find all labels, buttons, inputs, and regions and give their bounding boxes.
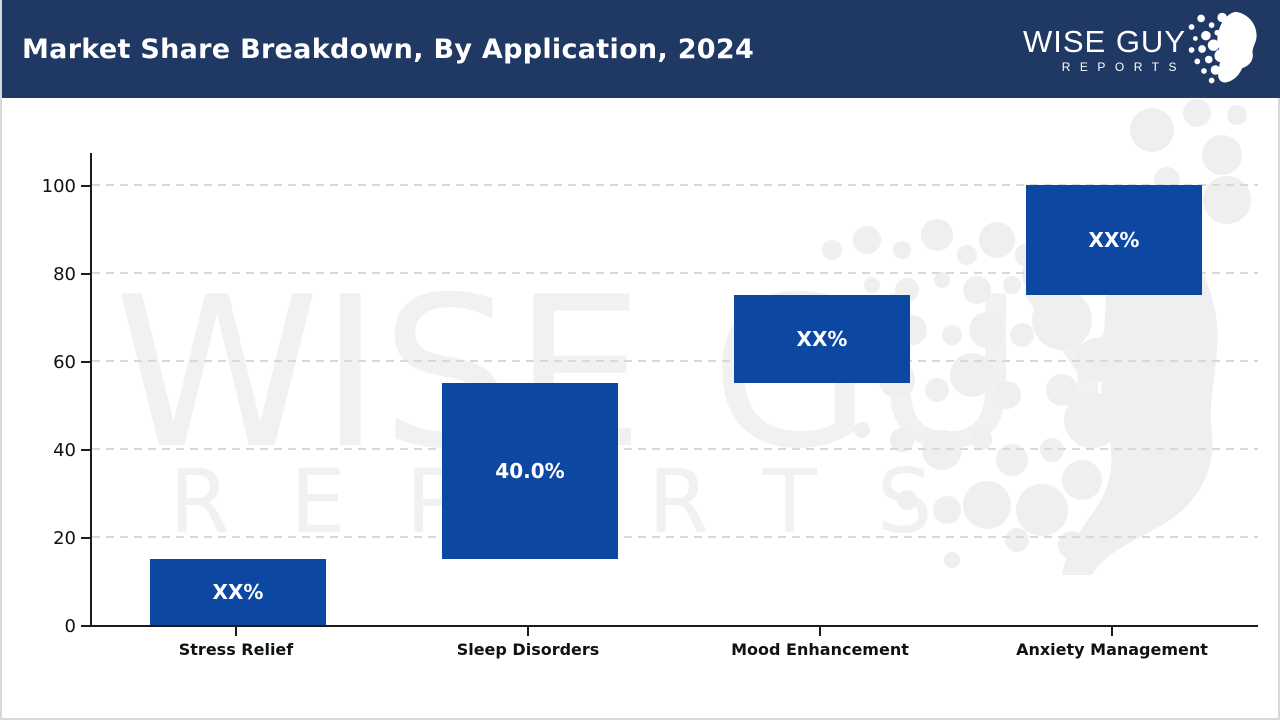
- y-tick-label-20: 20: [53, 528, 76, 549]
- bar-mood-enhancement: XX%: [734, 295, 910, 383]
- brand-subtitle: REPORTS: [1061, 59, 1186, 74]
- x-tick-mark-1: [527, 627, 529, 636]
- bar-sleep-disorders: 40.0%: [442, 383, 618, 559]
- y-tick-mark-0: [81, 625, 90, 627]
- y-tick-mark-100: [81, 185, 90, 187]
- plot-area: XX% 40.0% XX% XX%: [90, 153, 1258, 627]
- y-tick-label-80: 80: [53, 264, 76, 285]
- x-category-label-3: Anxiety Management: [1016, 640, 1208, 659]
- x-tick-mark-3: [1111, 627, 1113, 636]
- bar-value-label: XX%: [212, 580, 264, 604]
- y-tick-mark-60: [81, 361, 90, 363]
- header: Market Share Breakdown, By Application, …: [2, 0, 1280, 98]
- gridline-100: [92, 184, 1258, 186]
- bar-anxiety-management: XX%: [1026, 185, 1202, 295]
- x-category-label-0: Stress Relief: [178, 640, 294, 659]
- brand-name: WISE GUY: [1022, 23, 1186, 59]
- bar-stress-relief: XX%: [150, 559, 326, 625]
- wiseguy-logo: WISE GUY REPORTS: [1023, 6, 1268, 92]
- bar-value-label: XX%: [796, 327, 848, 351]
- y-tick-label-100: 100: [41, 176, 76, 197]
- page-title: Market Share Breakdown, By Application, …: [22, 33, 755, 65]
- bar-value-label: XX%: [1088, 228, 1140, 252]
- y-tick-mark-80: [81, 273, 90, 275]
- y-tick-label-0: 0: [64, 616, 76, 637]
- gridline-60: [92, 360, 1258, 362]
- bar-value-label: 40.0%: [495, 459, 565, 483]
- y-tick-mark-20: [81, 537, 90, 539]
- gridline-40: [92, 448, 1258, 450]
- x-tick-mark-0: [235, 627, 237, 636]
- x-category-label-2: Mood Enhancement: [731, 640, 909, 659]
- x-category-label-1: Sleep Disorders: [456, 640, 600, 659]
- y-tick-label-40: 40: [53, 440, 76, 461]
- y-tick-mark-40: [81, 449, 90, 451]
- gridline-20: [92, 536, 1258, 538]
- wiseguy-head-icon: [1188, 11, 1257, 84]
- y-tick-label-60: 60: [53, 352, 76, 373]
- gridline-80: [92, 272, 1258, 274]
- y-axis: 0 20 40 60 80 100: [2, 153, 90, 637]
- wiseguy-logo-text: WISE GUY REPORTS: [1023, 26, 1186, 73]
- x-tick-mark-2: [819, 627, 821, 636]
